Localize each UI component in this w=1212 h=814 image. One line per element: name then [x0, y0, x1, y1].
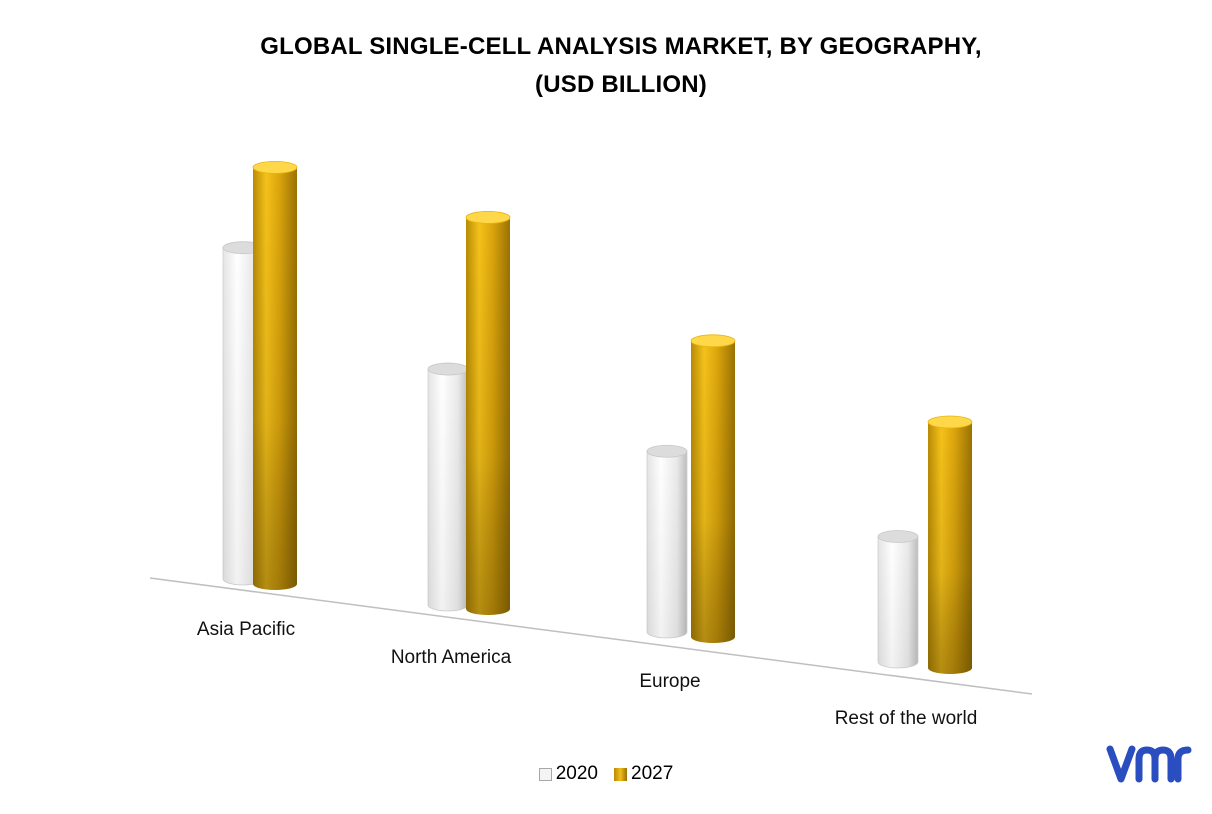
bar-2027-asia-pacific: [252, 160, 298, 590]
chart-title: GLOBAL SINGLE-CELL ANALYSIS MARKET, BY G…: [0, 28, 1212, 104]
bar-2027-europe: [690, 334, 736, 643]
legend-swatch-2027: [614, 767, 627, 781]
legend: 2020 2027: [0, 763, 1212, 785]
bar-2020-europe: [646, 444, 688, 639]
chart-title-line2: (USD BILLION): [535, 71, 707, 98]
legend-label-2027: 2027: [631, 763, 674, 784]
bar-2027-rest-of-the-world: [927, 415, 973, 674]
category-label: North America: [391, 647, 512, 668]
vmr-logo: [1106, 745, 1192, 783]
legend-swatch-2020: [538, 767, 552, 781]
bar-2020-rest-of-the-world: [877, 530, 919, 669]
bar-2020-north-america: [427, 362, 469, 612]
chart-title-line1: GLOBAL SINGLE-CELL ANALYSIS MARKET, BY G…: [260, 33, 982, 60]
legend-item-2027: 2027: [614, 763, 673, 785]
category-label: Rest of the world: [835, 708, 978, 729]
category-label: Europe: [639, 671, 700, 692]
bar-2027-north-america: [465, 211, 511, 615]
legend-item-2020: 2020: [538, 763, 598, 785]
floor-line: [149, 577, 1033, 695]
category-label: Asia Pacific: [197, 619, 295, 640]
legend-label-2020: 2020: [555, 763, 598, 784]
